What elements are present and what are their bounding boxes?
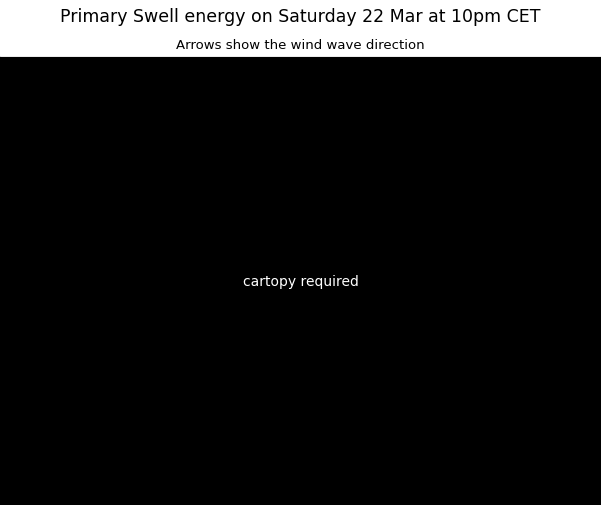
Text: Primary Swell energy on Saturday 22 Mar at 10pm CET: Primary Swell energy on Saturday 22 Mar …	[60, 9, 541, 26]
Text: Arrows show the wind wave direction: Arrows show the wind wave direction	[176, 39, 425, 52]
Text: cartopy required: cartopy required	[243, 275, 358, 288]
